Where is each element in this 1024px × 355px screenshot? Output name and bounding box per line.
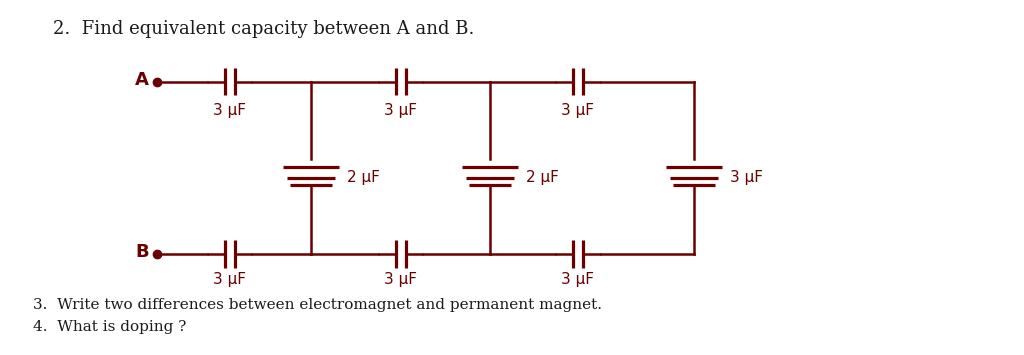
Text: 3.  Write two differences between electromagnet and permanent magnet.: 3. Write two differences between electro… <box>33 298 602 312</box>
Text: B: B <box>135 243 148 261</box>
Text: 3 μF: 3 μF <box>213 272 246 286</box>
Text: 3 μF: 3 μF <box>561 272 594 286</box>
Text: 3 μF: 3 μF <box>561 103 594 118</box>
Text: 3 μF: 3 μF <box>384 272 417 286</box>
Text: 3 μF: 3 μF <box>213 103 246 118</box>
Text: 2.  Find equivalent capacity between A and B.: 2. Find equivalent capacity between A an… <box>52 21 474 38</box>
Text: 2 μF: 2 μF <box>526 170 559 185</box>
Text: 4.  What is doping ?: 4. What is doping ? <box>33 320 186 334</box>
Text: 3 μF: 3 μF <box>730 170 763 185</box>
Text: 3 μF: 3 μF <box>384 103 417 118</box>
Text: 2 μF: 2 μF <box>347 170 380 185</box>
Text: A: A <box>135 71 148 88</box>
